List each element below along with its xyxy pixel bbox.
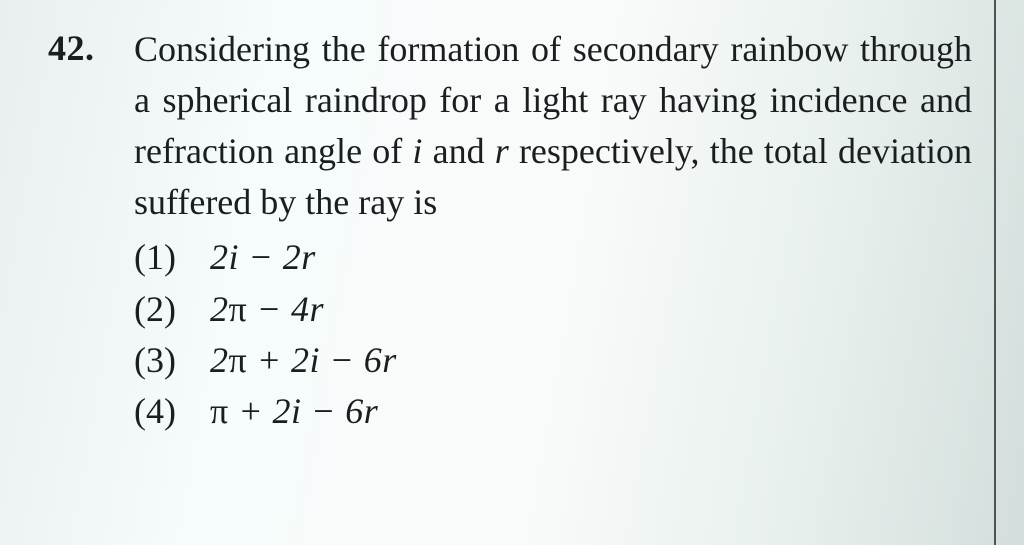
- page: 42. Considering the formation of seconda…: [0, 0, 1024, 545]
- option-2: (2) 2π − 4r: [134, 284, 972, 335]
- question-block: 42. Considering the formation of seconda…: [48, 24, 990, 437]
- question-number: 42.: [48, 24, 134, 73]
- options-list: (1) 2i − 2r (2) 2π − 4r (3) 2π + 2i − 6r…: [134, 232, 972, 436]
- option-expr: π + 2i − 6r: [210, 386, 378, 437]
- option-3: (3) 2π + 2i − 6r: [134, 335, 972, 386]
- option-label: (4): [134, 386, 210, 437]
- question-stem: Considering the formation of secondary r…: [134, 24, 972, 228]
- right-margin-rule: [994, 0, 996, 545]
- option-label: (2): [134, 284, 210, 335]
- question-body: Considering the formation of secondary r…: [134, 24, 990, 437]
- option-expr: 2π − 4r: [210, 284, 324, 335]
- option-expr: 2π + 2i − 6r: [210, 335, 397, 386]
- option-expr: 2i − 2r: [210, 232, 316, 283]
- option-4: (4) π + 2i − 6r: [134, 386, 972, 437]
- option-label: (1): [134, 232, 210, 283]
- option-1: (1) 2i − 2r: [134, 232, 972, 283]
- option-label: (3): [134, 335, 210, 386]
